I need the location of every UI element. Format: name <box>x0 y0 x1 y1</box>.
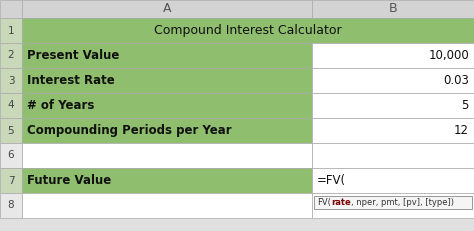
Bar <box>312 168 474 193</box>
Text: 7: 7 <box>8 176 14 185</box>
Text: 12: 12 <box>454 124 469 137</box>
Text: 5: 5 <box>8 125 14 136</box>
Text: 4: 4 <box>8 100 14 110</box>
Bar <box>312 68 474 93</box>
Bar <box>22 0 312 18</box>
Bar <box>22 118 312 143</box>
Text: Interest Rate: Interest Rate <box>27 74 115 87</box>
Bar <box>312 43 474 68</box>
Bar <box>0 93 22 118</box>
Text: Compounding Periods per Year: Compounding Periods per Year <box>27 124 232 137</box>
Bar <box>22 168 312 193</box>
Text: 0.03: 0.03 <box>443 74 469 87</box>
Bar <box>0 43 22 68</box>
Bar <box>0 18 22 43</box>
Text: , nper, pmt, [pv], [type]): , nper, pmt, [pv], [type]) <box>351 198 454 207</box>
Text: Present Value: Present Value <box>27 49 119 62</box>
Text: =FV(: =FV( <box>317 174 346 187</box>
Bar <box>22 18 474 43</box>
Bar <box>0 68 22 93</box>
Bar <box>22 68 312 93</box>
Bar <box>312 93 474 118</box>
Text: # of Years: # of Years <box>27 99 94 112</box>
Text: 6: 6 <box>8 151 14 161</box>
Bar <box>0 118 22 143</box>
Bar <box>312 118 474 143</box>
Text: 8: 8 <box>8 201 14 210</box>
Bar <box>22 143 312 168</box>
Bar <box>0 193 22 218</box>
Text: 5: 5 <box>462 99 469 112</box>
Text: FV(: FV( <box>317 198 331 207</box>
Bar <box>312 193 474 218</box>
Bar <box>0 168 22 193</box>
Text: B: B <box>389 3 397 15</box>
Bar <box>312 143 474 168</box>
Text: 3: 3 <box>8 76 14 85</box>
Bar <box>22 43 312 68</box>
Text: Compound Interest Calculator: Compound Interest Calculator <box>154 24 342 37</box>
Text: Future Value: Future Value <box>27 174 111 187</box>
Bar <box>0 143 22 168</box>
Bar <box>314 196 472 209</box>
Text: rate: rate <box>331 198 351 207</box>
Bar <box>0 0 22 18</box>
Text: 10,000: 10,000 <box>428 49 469 62</box>
Text: 1: 1 <box>8 25 14 36</box>
Text: 2: 2 <box>8 51 14 61</box>
Text: A: A <box>163 3 171 15</box>
Bar <box>22 93 312 118</box>
Bar <box>22 193 312 218</box>
Bar <box>312 0 474 18</box>
